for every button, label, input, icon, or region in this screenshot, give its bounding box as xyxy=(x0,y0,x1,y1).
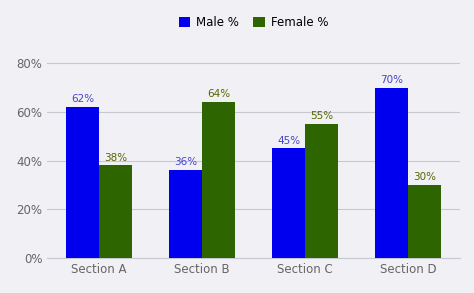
Text: 45%: 45% xyxy=(277,136,300,146)
Bar xyxy=(408,185,441,258)
Text: 30%: 30% xyxy=(413,172,436,182)
Bar xyxy=(202,102,235,258)
Legend: Male %, Female %: Male %, Female % xyxy=(174,11,333,34)
Text: 38%: 38% xyxy=(104,153,127,163)
Bar xyxy=(169,170,202,258)
Bar xyxy=(99,166,132,258)
Text: 55%: 55% xyxy=(310,111,333,121)
Bar xyxy=(66,107,99,258)
Bar xyxy=(305,124,338,258)
Text: 62%: 62% xyxy=(71,94,94,104)
Text: 64%: 64% xyxy=(207,89,230,99)
Text: 36%: 36% xyxy=(174,157,197,167)
Bar xyxy=(375,88,408,258)
Text: 70%: 70% xyxy=(380,75,403,85)
Bar xyxy=(272,149,305,258)
